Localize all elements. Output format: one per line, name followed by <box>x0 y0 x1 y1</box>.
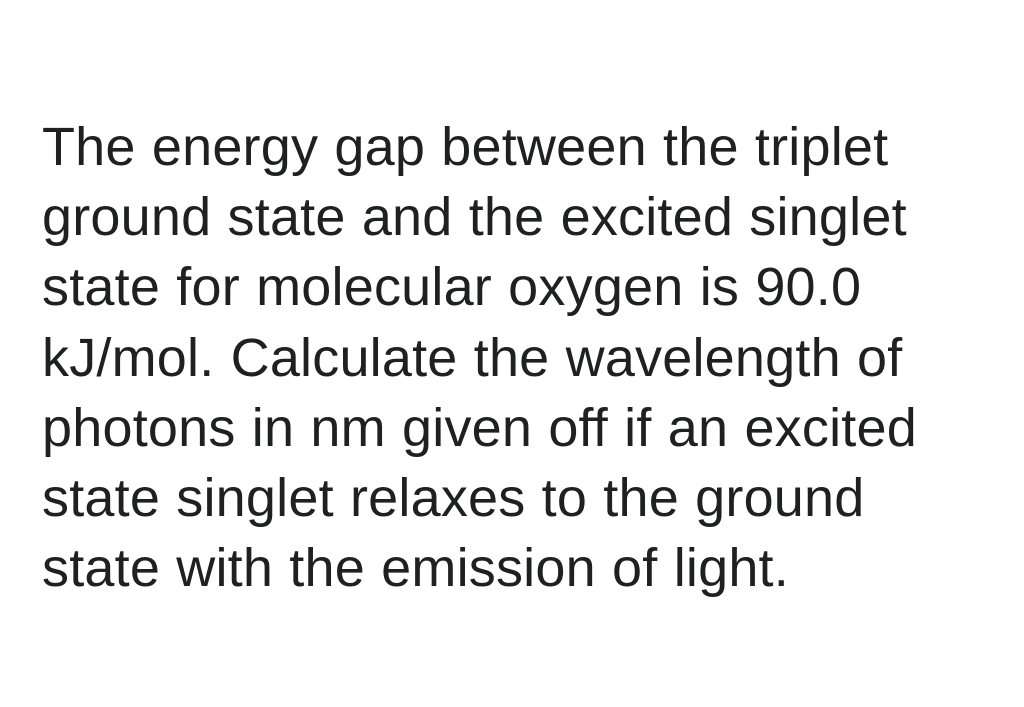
page-container: The energy gap between the triplet groun… <box>0 0 1024 707</box>
problem-statement: The energy gap between the triplet groun… <box>42 112 982 603</box>
